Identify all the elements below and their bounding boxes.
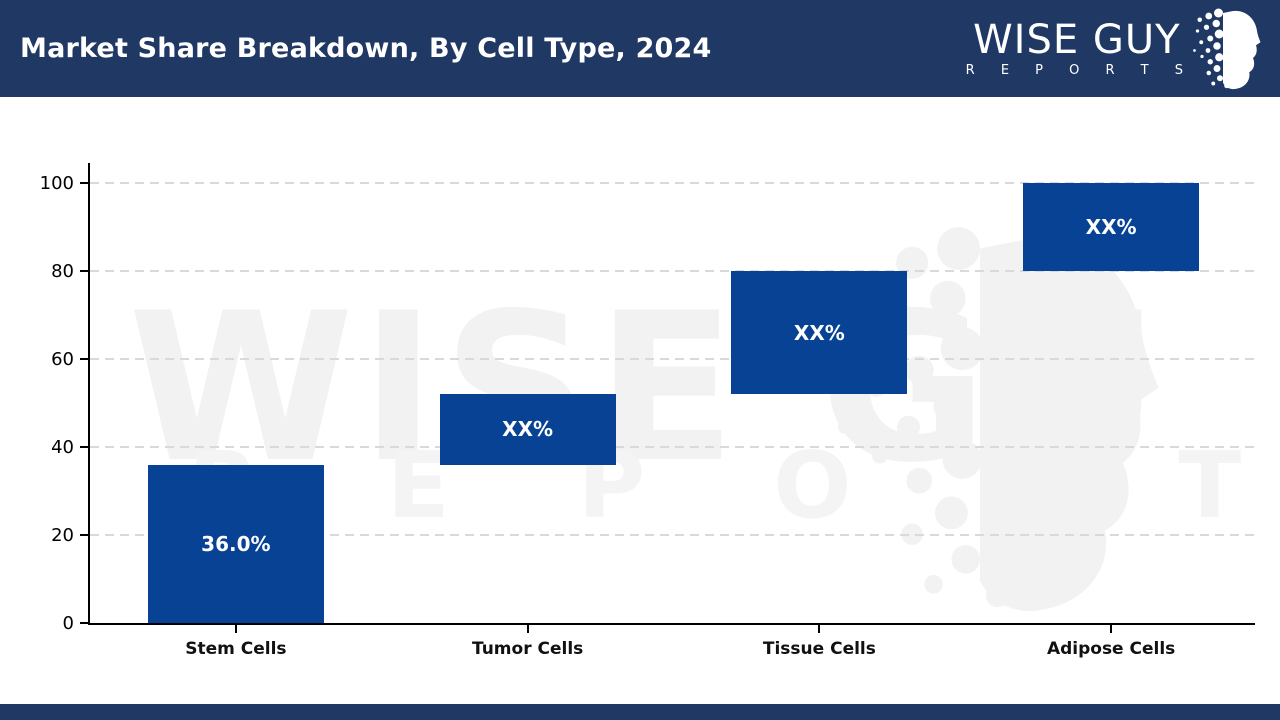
y-axis-tick <box>80 534 88 536</box>
logo-text: WISE GUY R E P O R T S <box>960 20 1194 77</box>
wise-guy-logo: WISE GUY R E P O R T S <box>960 7 1262 91</box>
x-axis-category-label: Tumor Cells <box>471 639 584 659</box>
x-axis-tick <box>526 625 529 633</box>
bar-value-label: XX% <box>502 417 554 442</box>
gridline-60 <box>90 358 1255 360</box>
bar-tumor-cells: XX% <box>439 394 616 465</box>
bar-value-label: 36.0% <box>201 531 271 556</box>
y-axis-tick-label: 60 <box>51 349 74 370</box>
y-axis-tick <box>80 622 88 624</box>
bar-value-label: XX% <box>793 320 845 345</box>
x-axis-category-label: Tissue Cells <box>762 639 876 659</box>
y-axis-tick <box>80 358 88 360</box>
y-axis-tick <box>80 270 88 272</box>
x-axis-tick <box>234 625 237 633</box>
y-axis-tick-label: 40 <box>51 437 74 458</box>
plot-area: 0 20 40 60 80 100 36.0% Stem Cells XX% Tumor Cell… <box>40 163 1255 659</box>
y-axis-tick <box>80 446 88 448</box>
y-axis-tick <box>80 182 88 184</box>
y-axis-tick-label: 0 <box>62 613 74 634</box>
x-axis-category-label: Adipose Cells <box>1046 639 1176 659</box>
bar-adipose-cells: XX% <box>1023 183 1200 271</box>
gridline-40 <box>90 446 1255 448</box>
gridline-20 <box>90 534 1255 536</box>
chart-title: Market Share Breakdown, By Cell Type, 20… <box>20 33 712 64</box>
bar-stem-cells: 36.0% <box>147 464 324 623</box>
y-axis-tick-label: 20 <box>51 525 74 546</box>
gridline-80 <box>90 270 1255 272</box>
gridline-100 <box>90 182 1255 184</box>
x-axis-category-label: Stem Cells <box>185 639 287 659</box>
y-axis-tick-label: 100 <box>39 173 74 194</box>
x-axis-tick <box>818 625 821 633</box>
logo-wordmark: WISE GUY <box>973 17 1181 63</box>
bar-tissue-cells: XX% <box>731 271 908 395</box>
y-axis-tick-label: 80 <box>51 261 74 282</box>
x-axis-tick <box>1110 625 1113 633</box>
logo-head-dots-icon <box>1184 7 1262 91</box>
bar-value-label: XX% <box>1085 215 1137 239</box>
logo-reports-text: R E P O R T S <box>965 63 1194 78</box>
footer-bar <box>0 704 1280 720</box>
header-bar: Market Share Breakdown, By Cell Type, 20… <box>0 0 1280 97</box>
